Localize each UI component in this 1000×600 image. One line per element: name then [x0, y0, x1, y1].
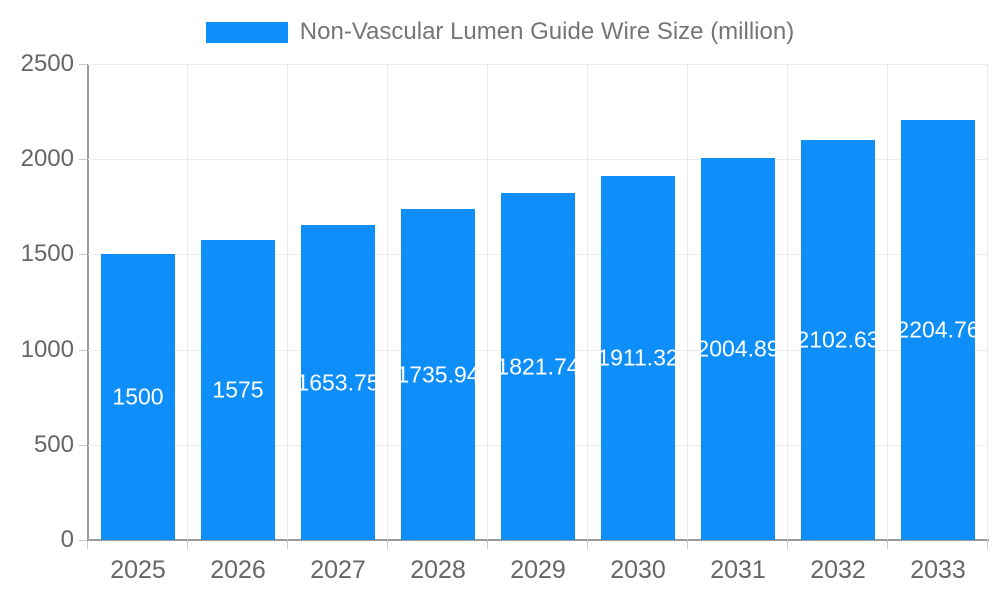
x-axis-label: 2026: [210, 556, 266, 584]
bar-value-label: 1821.74: [501, 353, 575, 380]
y-axis-line: [87, 64, 89, 540]
bar-2028: 1735.94: [401, 209, 475, 540]
x-axis-tick: [87, 541, 88, 549]
y-axis-label: 1500: [20, 240, 74, 268]
gridline-vertical: [787, 64, 788, 540]
x-axis-tick: [887, 541, 888, 549]
gridline-vertical: [187, 64, 188, 540]
bar-value-label: 1500: [112, 383, 164, 410]
x-axis-tick: [387, 541, 388, 549]
x-axis-tick: [687, 541, 688, 549]
y-axis-tick: [79, 64, 87, 65]
y-axis-label: 1000: [20, 335, 74, 363]
x-axis-tick: [487, 541, 488, 549]
x-axis-line: [87, 539, 989, 541]
y-axis-label: 2000: [20, 145, 74, 173]
x-axis-label: 2028: [410, 556, 466, 584]
bar-2025: 1500: [101, 254, 175, 540]
x-axis-label: 2032: [810, 556, 866, 584]
y-axis-label: 0: [60, 526, 74, 553]
bar-value-label: 1911.32: [601, 344, 675, 371]
gridline-vertical: [387, 64, 388, 540]
bar-value-label: 1735.94: [401, 361, 475, 388]
y-axis-label: 2500: [20, 50, 74, 77]
gridline-horizontal: [88, 159, 988, 161]
gridline-vertical: [687, 64, 688, 540]
x-axis-label: 2025: [110, 556, 166, 584]
bar-value-label: 2102.63: [801, 326, 875, 353]
y-axis-tick: [79, 349, 87, 351]
bar-value-label: 1575: [212, 376, 264, 403]
bar-value-label: 1653.75: [301, 369, 375, 396]
y-axis-tick: [79, 254, 87, 256]
x-axis-label: 2033: [910, 556, 966, 584]
legend-label: Non-Vascular Lumen Guide Wire Size (mill…: [299, 18, 795, 45]
bar-value-label: 2004.89: [701, 335, 775, 362]
x-axis-label: 2031: [710, 556, 766, 584]
x-axis-tick: [587, 541, 588, 549]
x-axis-tick: [987, 541, 988, 549]
bar-2033: 2204.76: [901, 120, 975, 540]
x-axis-label: 2029: [510, 556, 566, 584]
y-axis-tick: [79, 540, 87, 541]
x-axis-tick: [787, 541, 788, 549]
y-axis-tick: [79, 159, 87, 161]
gridline-vertical: [987, 64, 988, 540]
bar-2032: 2102.63: [801, 139, 875, 540]
x-axis-label: 2027: [310, 556, 366, 584]
legend-item[interactable]: Non-Vascular Lumen Guide Wire Size (mill…: [0, 18, 1000, 46]
bar-2030: 1911.32: [601, 176, 675, 540]
bar-2029: 1821.74: [501, 193, 575, 540]
bar-value-label: 2204.76: [901, 316, 975, 343]
bar-2026: 1575: [201, 240, 275, 540]
y-axis-tick: [79, 444, 87, 446]
y-axis-label: 500: [33, 430, 74, 458]
x-axis-tick: [187, 541, 188, 549]
plot-area: 0 500 1000 1500 2000 2500 1500 2025 1575 2026 1653…: [21, 50, 989, 584]
gridline-vertical: [587, 64, 588, 540]
x-axis-label: 2030: [610, 556, 666, 584]
bar-2031: 2004.89: [701, 158, 775, 540]
legend-color-swatch: [205, 21, 288, 43]
gridline-horizontal: [88, 64, 988, 65]
bar-2027: 1653.75: [301, 225, 375, 540]
gridline-vertical: [487, 64, 488, 540]
gridline-vertical: [287, 64, 288, 540]
x-axis-tick: [287, 541, 288, 549]
gridline-vertical: [887, 64, 888, 540]
